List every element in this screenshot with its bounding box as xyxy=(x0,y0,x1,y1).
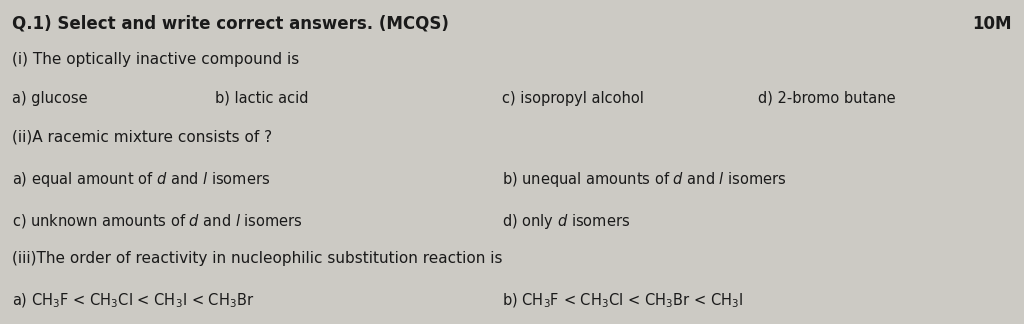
Text: 10M: 10M xyxy=(972,15,1012,33)
Text: (ii)A racemic mixture consists of ?: (ii)A racemic mixture consists of ? xyxy=(12,130,272,145)
Text: a) glucose: a) glucose xyxy=(12,91,88,106)
Text: a) CH$_3$F < CH$_3$Cl < CH$_3$I < CH$_3$Br: a) CH$_3$F < CH$_3$Cl < CH$_3$I < CH$_3$… xyxy=(12,292,255,310)
Text: b) CH$_3$F < CH$_3$Cl < CH$_3$Br < CH$_3$I: b) CH$_3$F < CH$_3$Cl < CH$_3$Br < CH$_3… xyxy=(502,292,742,310)
Text: (i) The optically inactive compound is: (i) The optically inactive compound is xyxy=(12,52,300,67)
Text: d) only $d$ isomers: d) only $d$ isomers xyxy=(502,212,630,231)
Text: Q.1) Select and write correct answers. (MCQS): Q.1) Select and write correct answers. (… xyxy=(12,15,450,33)
Text: a) equal amount of $d$ and $l$ isomers: a) equal amount of $d$ and $l$ isomers xyxy=(12,170,270,189)
Text: b) unequal amounts of $d$ and $l$ isomers: b) unequal amounts of $d$ and $l$ isomer… xyxy=(502,170,786,189)
Text: c) unknown amounts of $d$ and $l$ isomers: c) unknown amounts of $d$ and $l$ isomer… xyxy=(12,212,303,230)
Text: c) isopropyl alcohol: c) isopropyl alcohol xyxy=(502,91,644,106)
Text: d) 2-bromo butane: d) 2-bromo butane xyxy=(758,91,895,106)
Text: (iii)The order of reactivity in nucleophilic substitution reaction is: (iii)The order of reactivity in nucleoph… xyxy=(12,251,503,266)
Text: b) lactic acid: b) lactic acid xyxy=(215,91,308,106)
